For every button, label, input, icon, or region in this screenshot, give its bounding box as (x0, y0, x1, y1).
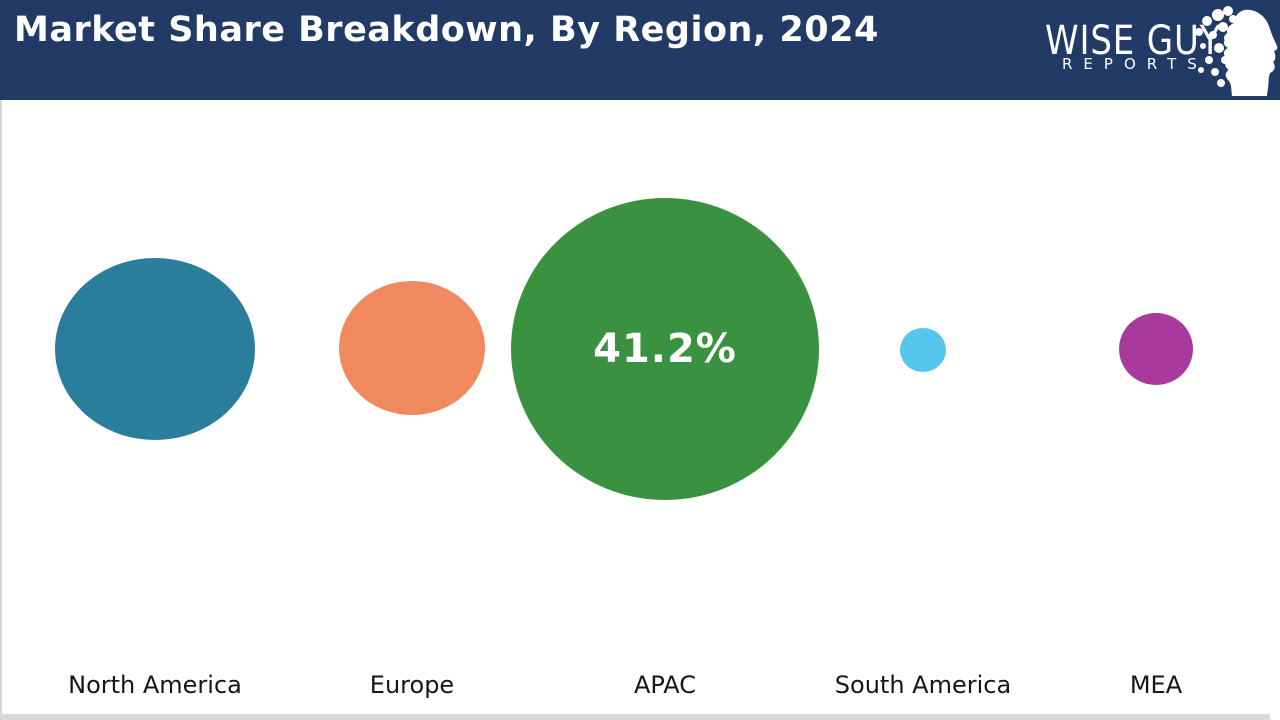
logo-subtext: REPORTS (1062, 55, 1208, 73)
chart-area: 41.2% North America Europe APAC South Ameri… (0, 100, 1280, 720)
bubble-value-label: 41.2% (593, 326, 737, 372)
category-label-apac: APAC (633, 671, 697, 699)
category-label-south-america: South America (834, 671, 1012, 699)
page-title: Market Share Breakdown, By Region, 2024 (14, 10, 879, 50)
bubble-north-america (55, 258, 255, 440)
category-label-europe: Europe (369, 671, 455, 699)
category-label-mea: MEA (1129, 671, 1183, 699)
logo-head-icon (1195, 6, 1278, 96)
bottom-edge-line (0, 714, 1270, 720)
category-label-north-america: North America (68, 671, 242, 699)
header-bar: Market Share Breakdown, By Region, 2024 … (0, 0, 1280, 100)
wise-guy-logo: WISE GUY REPORTS (1040, 0, 1280, 100)
bubble-europe (339, 281, 485, 415)
bubble-apac: 41.2% (511, 198, 819, 500)
bubble-mea (1119, 313, 1193, 385)
bubble-south-america (900, 328, 946, 372)
logo-wordmark: WISE GUY (1045, 18, 1222, 64)
